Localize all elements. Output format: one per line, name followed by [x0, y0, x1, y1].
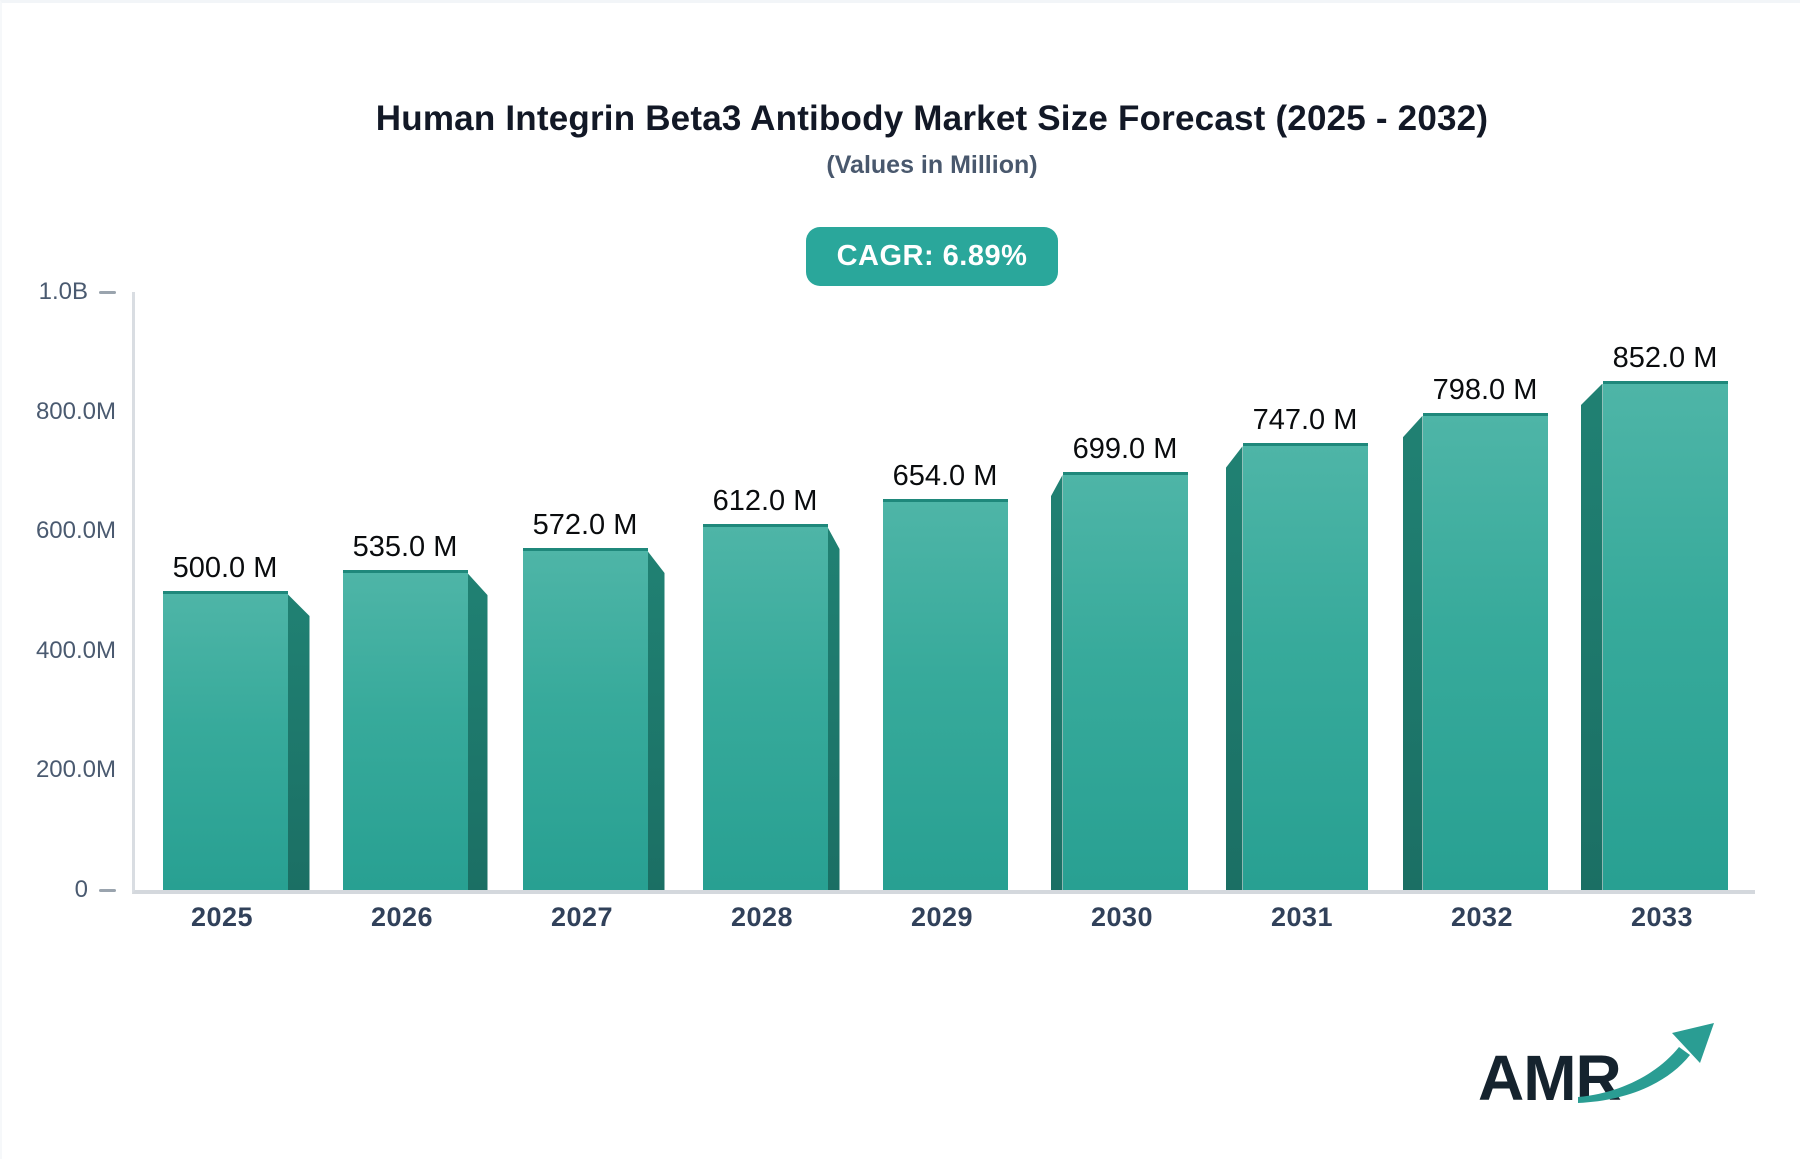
bar-slot-2033: 852.0 M — [1575, 292, 1755, 890]
bar-3d-side-2025 — [287, 594, 310, 890]
amr-logo: AMR — [1478, 1023, 1714, 1115]
growth-arrow-icon — [1578, 1023, 1714, 1103]
x-axis-label-2026: 2026 — [370, 902, 434, 932]
bar-2033[interactable]: 852.0 M — [1580, 342, 1728, 890]
bar-2025[interactable]: 500.0 M — [162, 552, 310, 890]
bar-2028[interactable]: 612.0 M — [702, 485, 840, 890]
y-axis: 1.0B 800.0M 600.0M 400.0M 200.0M 0 — [2, 278, 116, 903]
bar-value-label-2033: 852.0 M — [1612, 341, 1718, 374]
x-axis-label-2028: 2028 — [730, 902, 794, 932]
y-axis-label-600.0M: 600.0M — [35, 517, 116, 545]
bar-2029[interactable]: 654.0 M — [882, 460, 1008, 890]
x-axis-label-2033: 2033 — [1630, 902, 1694, 932]
bar-3d-side-2033 — [1580, 383, 1603, 890]
bar-value-label-2031: 747.0 M — [1252, 404, 1358, 437]
bar-3d-side-2032 — [1402, 415, 1423, 890]
bar-slot-2030: 699.0 M — [1035, 292, 1215, 890]
bar-3d-side-2031 — [1225, 446, 1243, 890]
chart-subtitle: (Values in Million) — [826, 151, 1038, 179]
bar-value-label-2027: 572.0 M — [532, 508, 638, 541]
bar-slot-2029: 654.0 M — [855, 292, 1035, 890]
x-axis-label-2030: 2030 — [1090, 902, 1154, 932]
cagr-badge: CAGR: 6.89% — [805, 227, 1059, 286]
bar-2030[interactable]: 699.0 M — [1050, 433, 1188, 890]
bar-value-label-2026: 535.0 M — [352, 531, 458, 564]
bar-slot-2025: 500.0 M — [135, 292, 315, 890]
bar-2031[interactable]: 747.0 M — [1225, 404, 1368, 890]
x-axis-labels: 2025 2026 2027 2028 2029 2030 2031 2032 2033 — [132, 902, 1752, 933]
bar-slot-2031: 747.0 M — [1215, 292, 1395, 890]
x-axis-label-2032: 2032 — [1450, 902, 1514, 932]
x-axis-label-2031: 2031 — [1270, 902, 1334, 932]
bar-2027[interactable]: 572.0 M — [522, 509, 665, 890]
y-axis-label-0: 0 — [75, 876, 116, 904]
bar-3d-side-2028 — [827, 527, 840, 890]
bar-value-label-2028: 612.0 M — [712, 485, 818, 518]
bar-slot-2032: 798.0 M — [1395, 292, 1575, 890]
amr-logo-text: AMR — [1478, 1042, 1622, 1114]
bar-3d-side-2030 — [1050, 475, 1063, 890]
y-axis-tick-mark — [99, 889, 116, 893]
x-axis-label-2025: 2025 — [190, 902, 254, 932]
y-axis-tick-mark — [99, 291, 116, 295]
bar-value-label-2032: 798.0 M — [1432, 373, 1538, 406]
x-axis-label-2027: 2027 — [550, 902, 614, 932]
bar-slot-2026: 535.0 M — [315, 292, 495, 890]
y-axis-label-1.0B: 1.0B — [39, 278, 116, 306]
bar-slot-2027: 572.0 M — [495, 292, 675, 890]
bar-value-label-2025: 500.0 M — [172, 552, 278, 584]
y-axis-label-200.0M: 200.0M — [35, 756, 116, 784]
x-axis-label-2029: 2029 — [910, 902, 974, 932]
chart-title: Human Integrin Beta3 Antibody Market Siz… — [375, 99, 1489, 138]
bar-value-label-2029: 654.0 M — [892, 459, 998, 492]
bar-3d-side-2026 — [467, 573, 488, 890]
bar-value-label-2030: 699.0 M — [1072, 433, 1178, 465]
bar-2032[interactable]: 798.0 M — [1402, 374, 1548, 890]
bar-2026[interactable]: 535.0 M — [342, 531, 488, 890]
bar-3d-side-2027 — [647, 550, 665, 890]
plot-area: 500.0 M 535.0 M 572.0 M 612.0 M 654.0 M 699.0… — [132, 292, 1755, 894]
y-axis-label-400.0M: 400.0M — [35, 636, 116, 664]
y-axis-label-800.0M: 800.0M — [35, 397, 116, 425]
badge-row: CAGR: 6.89% — [42, 227, 1800, 286]
bar-slot-2028: 612.0 M — [675, 292, 855, 890]
